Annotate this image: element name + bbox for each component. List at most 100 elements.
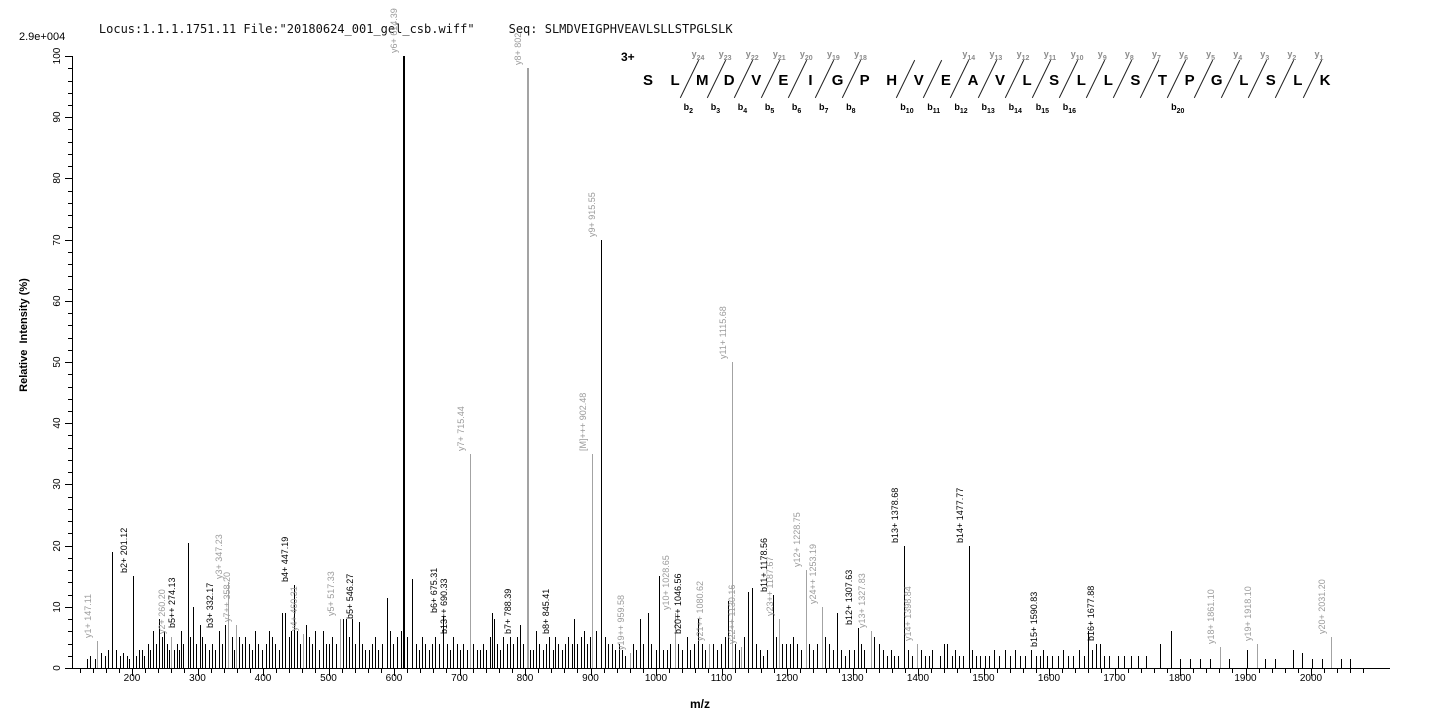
ms-peak (878, 643, 880, 668)
ms-peak-y-ion (674, 612, 676, 668)
b-ion-ladder-label: b16 (1062, 102, 1076, 115)
y-minor-tick (68, 166, 72, 168)
x-major-tick (328, 669, 330, 676)
y-minor-tick (68, 533, 72, 535)
ms-peak (958, 655, 960, 668)
x-minor-tick (760, 669, 762, 673)
y-minor-tick (68, 508, 72, 510)
y-minor-tick (68, 411, 72, 412)
ms-peak (94, 658, 96, 668)
x-minor-tick (341, 669, 343, 673)
x-minor-tick (354, 669, 356, 673)
ms-peak (407, 637, 409, 668)
ms-peak (493, 619, 495, 668)
x-minor-tick (538, 669, 540, 673)
x-major-tick (459, 669, 461, 676)
ms-peak (135, 655, 137, 668)
ms-peak (946, 643, 948, 668)
ms-peak (1138, 655, 1140, 668)
ms-peak (849, 649, 851, 668)
ms-peak-y-ion (526, 68, 529, 668)
ms-peak (272, 637, 274, 668)
y-major-tick (65, 239, 72, 241)
sequence-residue: S (1130, 72, 1141, 89)
x-minor-tick (511, 669, 513, 673)
y-minor-tick (68, 349, 72, 351)
y-minor-tick (68, 337, 72, 339)
ms-peak (393, 643, 395, 668)
x-minor-tick (367, 669, 369, 673)
ms-peak (265, 643, 267, 668)
x-minor-tick (1062, 669, 1064, 673)
ms-peak (584, 631, 585, 668)
x-minor-tick (813, 669, 815, 673)
sequence-residue: L (1076, 72, 1086, 89)
x-minor-tick (472, 669, 474, 673)
x-minor-tick (891, 669, 893, 673)
ms-peak (144, 655, 146, 668)
b-ion-ladder-label: b14 (1008, 102, 1022, 115)
y-ion-ladder-label: y3 (1260, 49, 1270, 62)
ms-peak (890, 649, 892, 668)
ms-peak (618, 643, 620, 668)
ms-peak (242, 643, 243, 668)
ms-peak-y-ion (235, 625, 237, 668)
sequence-residue: P (1184, 72, 1195, 89)
ms-peak (1039, 655, 1041, 668)
ms-peak (378, 649, 380, 668)
x-major-tick (1180, 669, 1181, 676)
y-ion-ladder-label: y6 (1179, 49, 1189, 62)
x-minor-tick (1297, 669, 1299, 673)
ms-peak (984, 655, 986, 668)
y-major-tick (65, 668, 72, 669)
x-minor-tick (1140, 669, 1142, 673)
x-minor-tick (1350, 669, 1352, 673)
y-minor-tick (68, 459, 72, 461)
x-minor-tick (118, 669, 120, 673)
x-minor-tick (498, 669, 500, 673)
y-minor-tick (68, 129, 72, 131)
ms-peak (1321, 658, 1323, 668)
x-tick-label: 1100 (710, 673, 733, 684)
x-minor-tick (878, 669, 880, 673)
y-ion-ladder-label: y24 (691, 49, 705, 62)
b-ion-ladder-label: b15 (1035, 102, 1049, 115)
y-minor-tick (68, 570, 72, 572)
y-minor-tick (68, 398, 72, 400)
ms-peak (361, 643, 363, 668)
ms-peak (1130, 655, 1132, 668)
ms-peak (1057, 655, 1059, 668)
ms-peak (1292, 649, 1294, 668)
ms-peak (268, 631, 270, 668)
x-minor-tick (1088, 669, 1090, 673)
ms-peak (147, 643, 149, 668)
ms-peak (258, 643, 260, 668)
ms-peak (589, 637, 591, 668)
ms-peak (767, 649, 769, 668)
ms-peak (1068, 655, 1069, 668)
ms-peak (245, 637, 247, 668)
y-minor-tick (68, 521, 72, 523)
ms-peak (529, 649, 531, 668)
ms-peak (861, 643, 862, 668)
x-minor-tick (800, 669, 802, 673)
x-minor-tick (931, 669, 933, 673)
b-ion-ladder-label: b10 (900, 102, 914, 115)
x-minor-tick (642, 669, 644, 673)
x-minor-tick (446, 669, 448, 673)
ms-peak (308, 637, 310, 668)
ms-peak (238, 637, 240, 668)
ms-peak (190, 637, 192, 668)
y-major-tick (65, 545, 72, 547)
x-minor-tick (1324, 669, 1326, 673)
ms-peak (1312, 658, 1314, 668)
ms-peak (400, 631, 402, 668)
y-minor-tick (68, 374, 72, 376)
ms-peak-b-ion (293, 585, 295, 668)
ms-peak-y-ion (171, 637, 173, 668)
sequence-residue: D (723, 72, 735, 89)
ms-peak (1004, 649, 1006, 668)
ms-peak-b-ion (218, 631, 220, 668)
ms-peak (299, 643, 301, 668)
x-minor-tick (564, 669, 566, 673)
